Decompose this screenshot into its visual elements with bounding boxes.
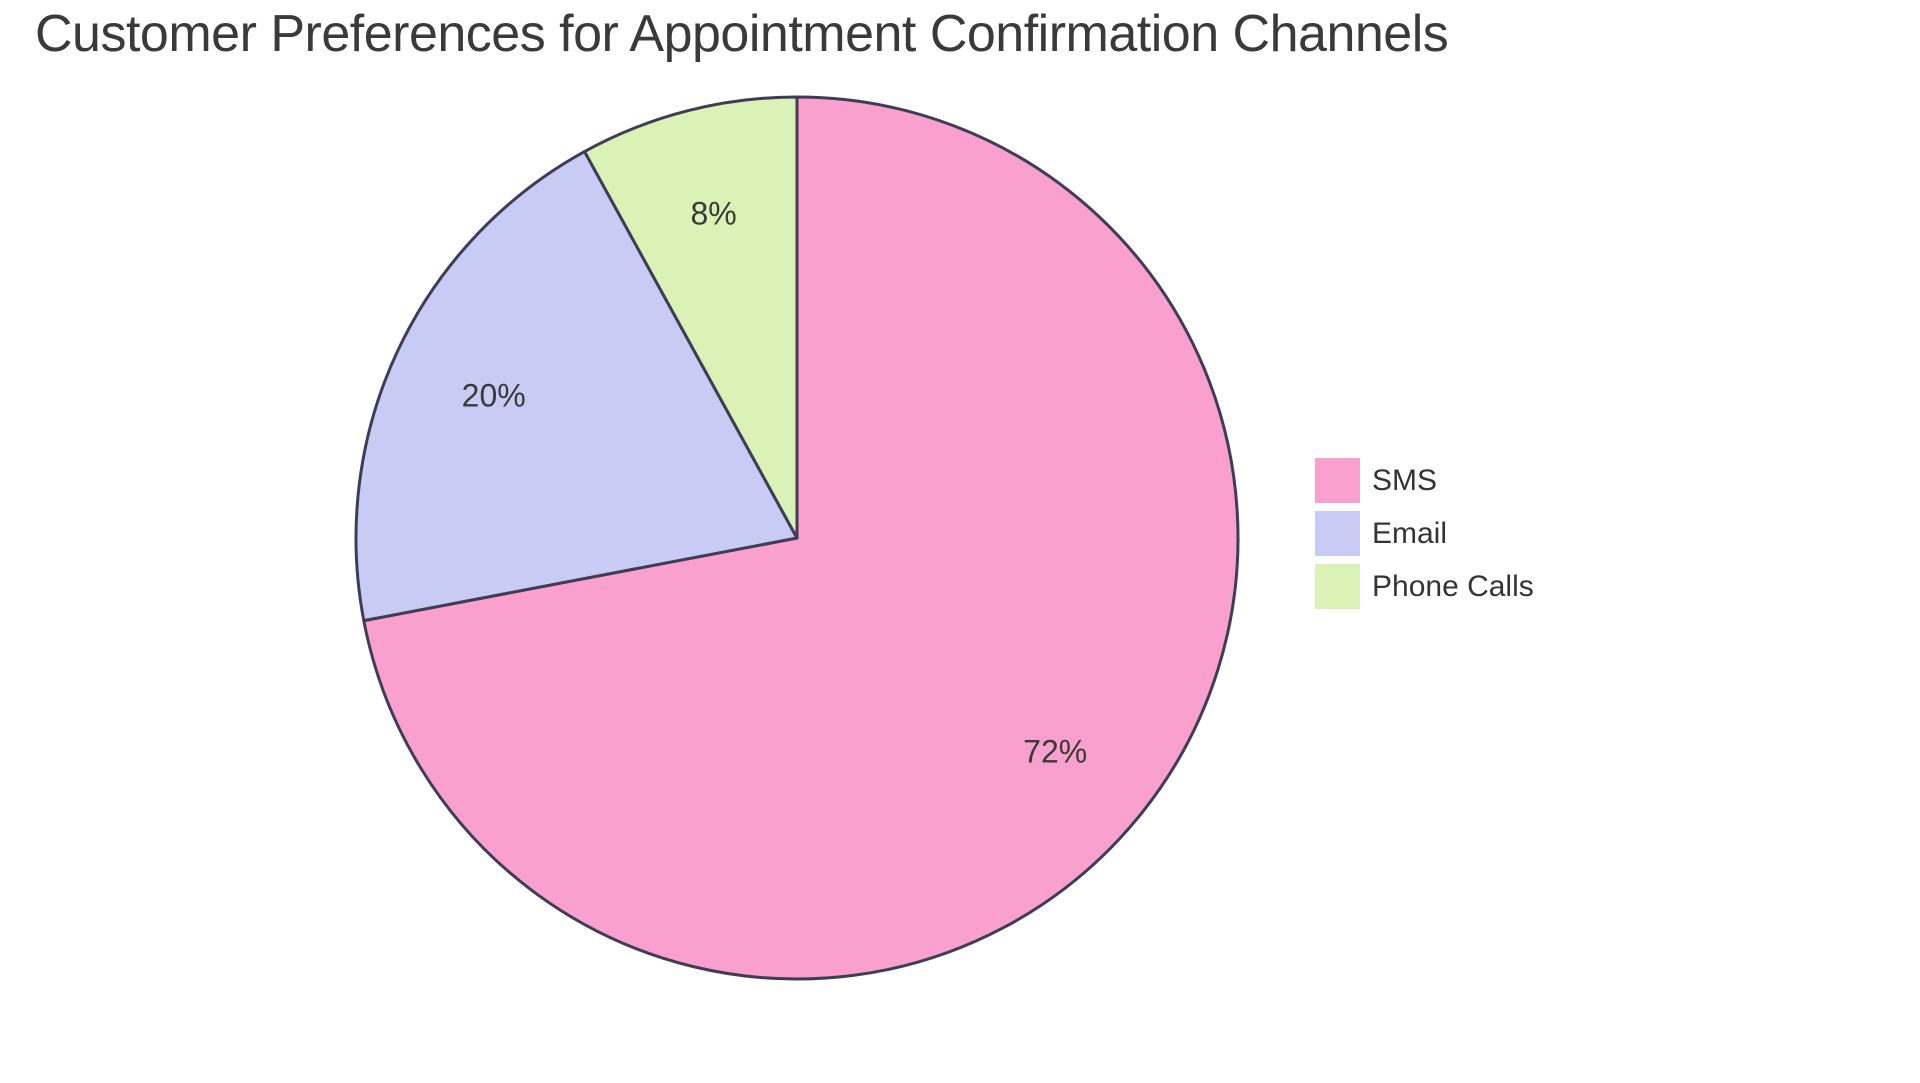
legend-item-sms: SMS	[1315, 458, 1534, 503]
pie-slice-email	[354, 150, 799, 623]
pie-slice-sms	[362, 95, 1240, 981]
legend: SMS Email Phone Calls	[1315, 458, 1534, 609]
pie-slice-phone-calls	[583, 95, 799, 540]
pie-percent-label-phone-calls: 8%	[690, 195, 736, 231]
legend-swatch-email	[1315, 511, 1360, 556]
legend-item-email: Email	[1315, 511, 1534, 556]
pie-percent-label-email: 20%	[462, 377, 526, 413]
legend-item-phone-calls: Phone Calls	[1315, 564, 1534, 609]
chart-title: Customer Preferences for Appointment Con…	[35, 5, 1449, 63]
legend-label-email: Email	[1372, 516, 1448, 550]
legend-swatch-phone-calls	[1315, 564, 1360, 609]
pie-percent-label-sms: 72%	[1023, 734, 1087, 770]
legend-swatch-sms	[1315, 458, 1360, 503]
legend-label-sms: SMS	[1372, 463, 1438, 497]
legend-label-phone-calls: Phone Calls	[1372, 569, 1534, 603]
